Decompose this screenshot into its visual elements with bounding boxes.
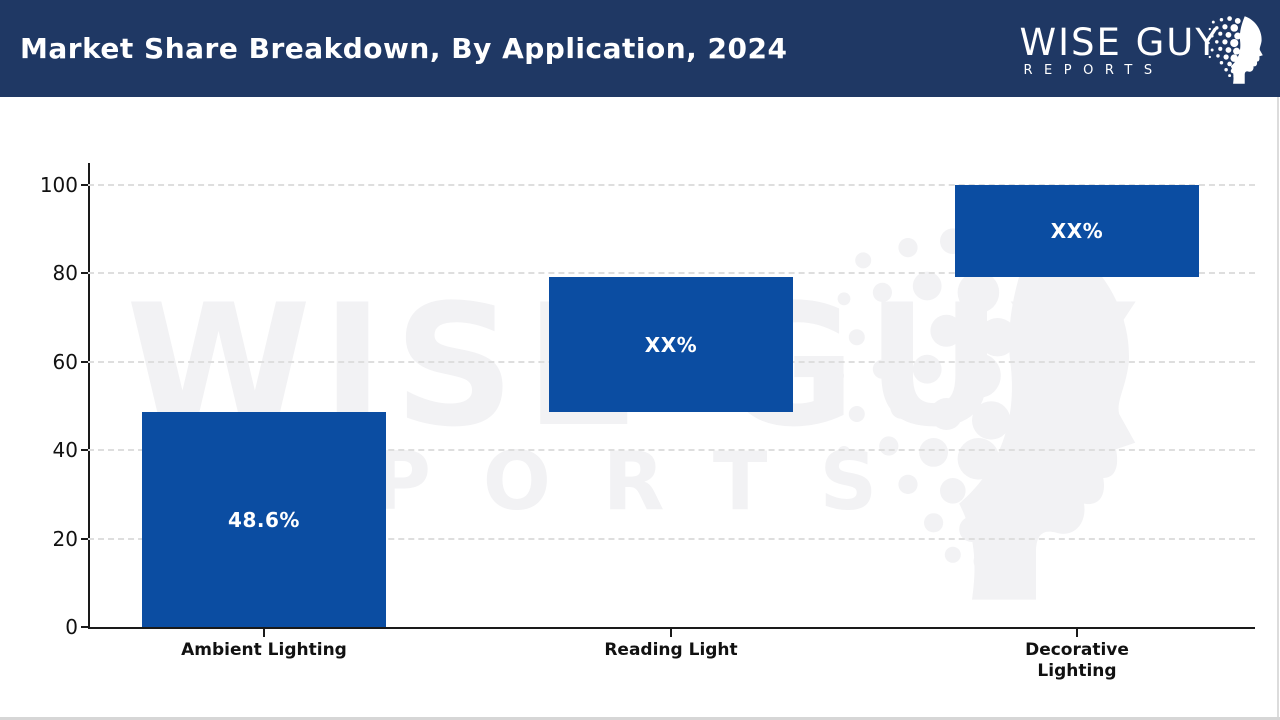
logo-brand-name: WISE GUY bbox=[1019, 20, 1220, 64]
bar-value-label: XX% bbox=[644, 332, 698, 357]
header-bar: Market Share Breakdown, By Application, … bbox=[0, 0, 1280, 97]
y-tick-mark bbox=[81, 184, 88, 186]
page-bottom-border bbox=[0, 717, 1280, 720]
bar-value-label: XX% bbox=[1050, 218, 1104, 243]
bar-value-label: 48.6% bbox=[228, 507, 300, 532]
page-right-border bbox=[1277, 97, 1279, 717]
y-tick-label: 40 bbox=[52, 438, 78, 463]
x-category-label: Ambient Lighting bbox=[181, 640, 347, 660]
y-axis-line bbox=[88, 163, 90, 629]
wiseguy-logo: WISE GUY REPORTS bbox=[1020, 8, 1268, 92]
x-tick-mark bbox=[263, 629, 265, 637]
y-tick-mark bbox=[81, 449, 88, 452]
bar-segment: XX% bbox=[955, 185, 1199, 277]
y-tick-mark bbox=[81, 272, 88, 275]
gridline-y20 bbox=[88, 537, 1255, 540]
y-tick-label: 60 bbox=[52, 349, 78, 374]
x-category-label: Decorative Lighting bbox=[1025, 640, 1129, 682]
gridline-y40 bbox=[88, 449, 1255, 452]
y-tick-mark bbox=[81, 360, 88, 363]
y-tick-label: 100 bbox=[39, 173, 78, 197]
x-tick-mark bbox=[1076, 629, 1078, 637]
bar-segment: 48.6% bbox=[142, 412, 386, 627]
y-tick-label: 0 bbox=[65, 615, 78, 639]
y-tick-mark bbox=[81, 626, 88, 628]
x-category-label: Reading Light bbox=[604, 640, 738, 660]
y-tick-label: 80 bbox=[52, 261, 78, 286]
y-tick-mark bbox=[81, 537, 88, 540]
page-title: Market Share Breakdown, By Application, … bbox=[20, 32, 788, 65]
logo-brand-subtitle: REPORTS bbox=[1023, 62, 1164, 78]
gridline-y80 bbox=[88, 272, 1255, 275]
bar-segment: XX% bbox=[549, 276, 793, 413]
logo-head-icon bbox=[1207, 16, 1263, 84]
y-tick-label: 20 bbox=[52, 526, 78, 551]
gridline-y100 bbox=[88, 184, 1255, 186]
x-tick-mark bbox=[670, 629, 672, 637]
x-axis-line bbox=[88, 627, 1255, 629]
logo-text: WISE GUY REPORTS bbox=[1020, 24, 1220, 77]
